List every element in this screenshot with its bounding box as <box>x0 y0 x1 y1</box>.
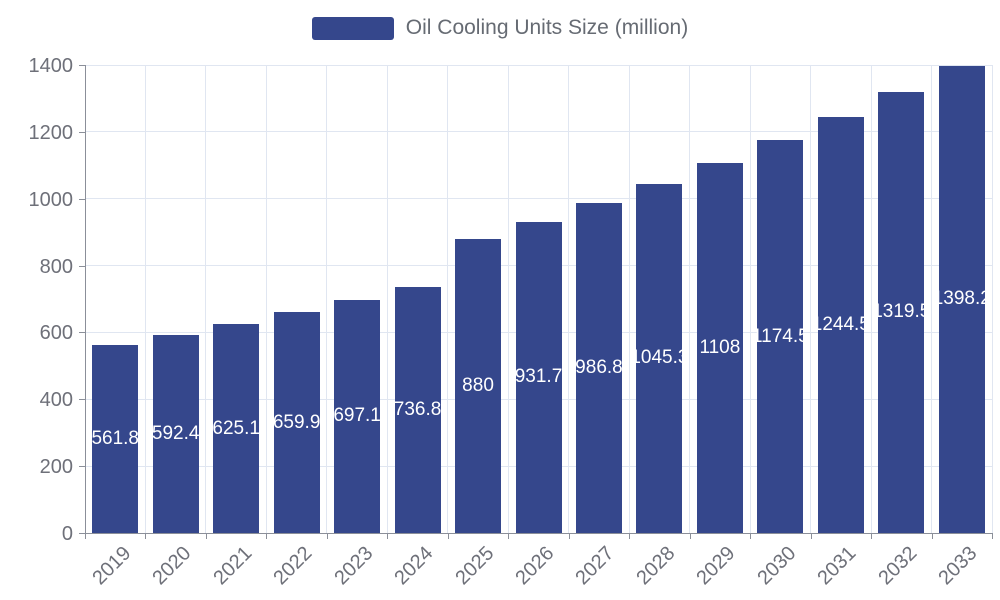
x-axis-label-text: 2031 <box>813 542 861 590</box>
y-axis-tick-label: 200 <box>39 456 73 479</box>
x-axis-label-text: 2027 <box>571 542 619 590</box>
y-axis-tick <box>79 65 85 66</box>
v-gridline <box>205 65 207 533</box>
legend-swatch <box>311 16 394 40</box>
y-axis-tick <box>79 399 85 401</box>
y-axis-tick-label: 1200 <box>28 121 74 144</box>
bar[interactable] <box>575 203 622 533</box>
x-axis-label-text: 2019 <box>88 542 136 590</box>
y-axis-tick-label: 0 <box>61 523 73 545</box>
x-axis-label-text: 2033 <box>934 542 982 590</box>
bar[interactable] <box>938 65 985 533</box>
bar[interactable] <box>757 140 804 533</box>
x-axis-label-text: 2021 <box>208 542 257 590</box>
y-axis-tick <box>79 198 85 200</box>
x-axis-label-text: 2030 <box>753 542 801 590</box>
x-axis-label-text: 2028 <box>632 542 680 590</box>
v-gridline <box>931 65 933 533</box>
y-axis-tick-label: 1400 <box>28 55 74 77</box>
x-axis-tick <box>810 533 812 539</box>
bar[interactable] <box>92 345 139 533</box>
x-axis-label-text: 2020 <box>148 542 196 590</box>
v-gridline <box>144 65 146 533</box>
v-gridline <box>749 65 751 533</box>
x-axis-label-text: 2023 <box>329 542 377 590</box>
x-axis-tick <box>326 533 328 539</box>
x-axis-label-text: 2022 <box>269 542 317 590</box>
x-axis-tick <box>992 533 993 539</box>
y-axis-tick-label: 800 <box>39 255 73 278</box>
x-axis-tick <box>205 533 207 539</box>
y-axis-tick <box>79 466 85 468</box>
v-gridline <box>265 65 267 533</box>
x-axis-tick <box>750 533 752 539</box>
v-gridline <box>991 65 993 533</box>
y-axis-tick <box>79 131 85 133</box>
x-axis-label-text: 2024 <box>390 542 438 590</box>
bar[interactable] <box>213 324 260 533</box>
bar[interactable] <box>878 91 925 533</box>
v-gridline <box>870 65 872 533</box>
x-axis-label-text: 2025 <box>450 542 498 590</box>
x-axis-tick <box>145 533 147 539</box>
bar[interactable] <box>334 299 381 533</box>
v-gridline <box>386 65 388 533</box>
x-axis-tick <box>508 533 510 539</box>
x-axis-tick <box>266 533 268 539</box>
v-gridline <box>507 65 509 533</box>
plot-area: 561.8 592.4 625.1 659.9 697.1 736.8 880 931.7 98… <box>85 64 993 534</box>
y-axis-tick <box>79 265 85 267</box>
x-axis-line <box>85 533 992 534</box>
h-gridline <box>85 198 992 200</box>
x-axis-label-text: 2026 <box>511 542 559 590</box>
bar[interactable] <box>515 221 562 533</box>
bar[interactable] <box>273 312 320 533</box>
x-axis-label-text: 2032 <box>874 542 922 590</box>
v-gridline <box>447 65 449 533</box>
h-gridline <box>85 131 992 133</box>
x-axis-tick <box>387 533 389 539</box>
bar[interactable] <box>636 183 683 533</box>
x-axis-label-text: 2029 <box>692 542 740 590</box>
v-gridline <box>628 65 630 533</box>
v-gridline <box>568 65 570 533</box>
bar[interactable] <box>394 286 441 533</box>
bar[interactable] <box>696 162 743 533</box>
x-axis-tick <box>568 533 570 539</box>
h-gridline <box>85 64 992 66</box>
y-axis-tick-label: 1000 <box>28 188 74 211</box>
x-axis-tick <box>689 533 691 539</box>
y-axis-tick-label: 400 <box>39 389 73 412</box>
v-gridline <box>326 65 328 533</box>
bar[interactable] <box>817 116 864 533</box>
y-axis-line <box>85 65 86 533</box>
v-gridline <box>689 65 691 533</box>
x-axis-tick <box>85 533 86 539</box>
x-axis-tick <box>931 533 933 539</box>
legend-label: Oil Cooling Units Size (million) <box>405 16 689 39</box>
y-axis-tick <box>79 533 85 534</box>
y-axis-tick-label: 600 <box>39 322 73 345</box>
bar[interactable] <box>152 334 199 533</box>
x-axis-tick <box>447 533 449 539</box>
x-axis-tick <box>629 533 631 539</box>
v-gridline <box>810 65 812 533</box>
y-axis-tick <box>79 332 85 334</box>
bar[interactable] <box>455 238 502 533</box>
x-axis-tick <box>871 533 873 539</box>
legend[interactable]: Oil Cooling Units Size (million) <box>0 16 1000 40</box>
